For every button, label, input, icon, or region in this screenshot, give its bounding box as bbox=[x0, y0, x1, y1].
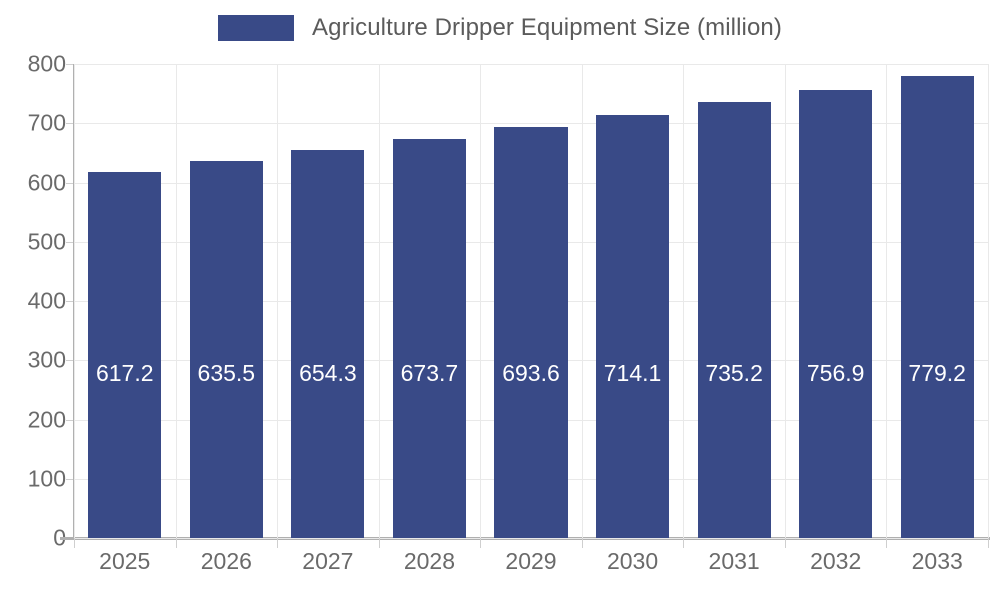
x-axis-tick-label: 2031 bbox=[708, 548, 760, 574]
y-axis-tick-mark bbox=[66, 301, 74, 302]
y-axis-tick-label: 500 bbox=[27, 228, 66, 255]
y-axis-tick-label: 300 bbox=[27, 346, 66, 373]
legend-color-swatch bbox=[218, 15, 295, 41]
y-axis-tick-mark bbox=[66, 182, 74, 184]
chart-legend: Agriculture Dripper Equipment Size (mill… bbox=[0, 0, 1000, 56]
gridline-vertical bbox=[176, 64, 177, 538]
x-axis-tick-mark bbox=[379, 538, 380, 548]
y-axis-tick-label: 700 bbox=[27, 109, 66, 136]
y-axis-tick-mark bbox=[66, 360, 74, 362]
bar[interactable]: 735.2 bbox=[697, 102, 771, 538]
y-axis-tick-label: 0 bbox=[4, 525, 66, 552]
bar[interactable]: 756.9 bbox=[799, 89, 873, 538]
gridline-vertical bbox=[886, 64, 887, 538]
x-axis-tick-mark bbox=[480, 538, 481, 548]
x-axis-tick-mark bbox=[785, 538, 786, 548]
bar-value-label: 735.2 bbox=[705, 360, 763, 386]
x-axis-tick-label: 2029 bbox=[505, 548, 557, 574]
x-axis-tick-label: 2028 bbox=[403, 548, 456, 574]
y-axis-tick-label: 400 bbox=[27, 287, 66, 314]
bar[interactable]: 617.2 bbox=[88, 172, 162, 538]
x-axis-tick-label: 2030 bbox=[606, 548, 659, 574]
gridline-vertical bbox=[582, 64, 583, 538]
plot-area: 617.2 635.5 654.3 673.7 693.6 714.1 735.2 756.9… bbox=[74, 64, 989, 539]
gridline-vertical bbox=[988, 64, 989, 538]
x-axis-tick-labels: 2025 2026 2027 2028 2029 2030 2031 2032 2033 bbox=[74, 538, 989, 594]
x-axis-tick-mark bbox=[683, 538, 684, 548]
bar-value-label: 756.9 bbox=[806, 360, 865, 386]
bar-value-label: 617.2 bbox=[95, 360, 154, 386]
legend-entry[interactable]: Agriculture Dripper Equipment Size (mill… bbox=[218, 14, 782, 42]
y-axis-tick-label: 100 bbox=[27, 465, 66, 492]
bar-value-label: 654.3 bbox=[299, 360, 357, 386]
y-axis-tick-mark bbox=[66, 419, 74, 421]
bar[interactable]: 779.2 bbox=[900, 76, 974, 538]
bar-value-label: 635.5 bbox=[197, 360, 256, 386]
gridline-vertical bbox=[379, 64, 380, 538]
gridline-horizontal bbox=[74, 538, 988, 539]
x-axis-tick-mark bbox=[988, 538, 989, 548]
x-axis-tick-label: 2032 bbox=[810, 548, 862, 574]
y-axis-tick-mark bbox=[66, 64, 74, 65]
x-axis-tick-label: 2025 bbox=[99, 548, 151, 574]
gridline-vertical bbox=[277, 64, 278, 538]
y-axis-tick-label: 800 bbox=[27, 50, 66, 77]
y-axis-tick-mark bbox=[66, 478, 74, 480]
y-axis-tick-labels: 0 100 200 300 400 500 600 700 800 bbox=[0, 0, 74, 600]
gridline-horizontal bbox=[74, 64, 988, 65]
x-axis-tick-mark bbox=[74, 538, 75, 548]
x-axis-tick-mark bbox=[176, 538, 177, 548]
bar[interactable]: 714.1 bbox=[595, 114, 670, 538]
bar[interactable]: 673.7 bbox=[392, 138, 466, 538]
gridline-horizontal bbox=[74, 123, 988, 125]
gridline-vertical bbox=[74, 64, 75, 538]
x-axis-tick-label: 2026 bbox=[200, 548, 252, 574]
gridline-vertical bbox=[480, 64, 481, 538]
gridline-vertical bbox=[785, 64, 786, 538]
x-axis-tick-mark bbox=[582, 538, 583, 548]
bar-value-label: 714.1 bbox=[603, 360, 662, 386]
bar-value-label: 693.6 bbox=[502, 360, 560, 386]
y-axis-tick-label: 600 bbox=[27, 169, 66, 195]
x-axis-tick-label: 2033 bbox=[911, 548, 963, 574]
y-axis-tick-label: 200 bbox=[27, 406, 66, 432]
x-axis-tick-mark bbox=[886, 538, 887, 548]
bar[interactable]: 654.3 bbox=[291, 150, 365, 538]
legend-label: Agriculture Dripper Equipment Size (mill… bbox=[312, 14, 782, 41]
y-axis-tick-mark bbox=[66, 241, 74, 243]
x-axis-tick-mark bbox=[277, 538, 278, 548]
bar[interactable]: 693.6 bbox=[494, 127, 568, 538]
gridline-vertical bbox=[683, 64, 684, 538]
x-axis-tick-label: 2027 bbox=[302, 548, 354, 574]
bar-value-label: 779.2 bbox=[908, 360, 966, 386]
bar-value-label: 673.7 bbox=[400, 360, 459, 386]
y-axis-tick-mark bbox=[66, 123, 74, 125]
bar[interactable]: 635.5 bbox=[189, 161, 263, 538]
